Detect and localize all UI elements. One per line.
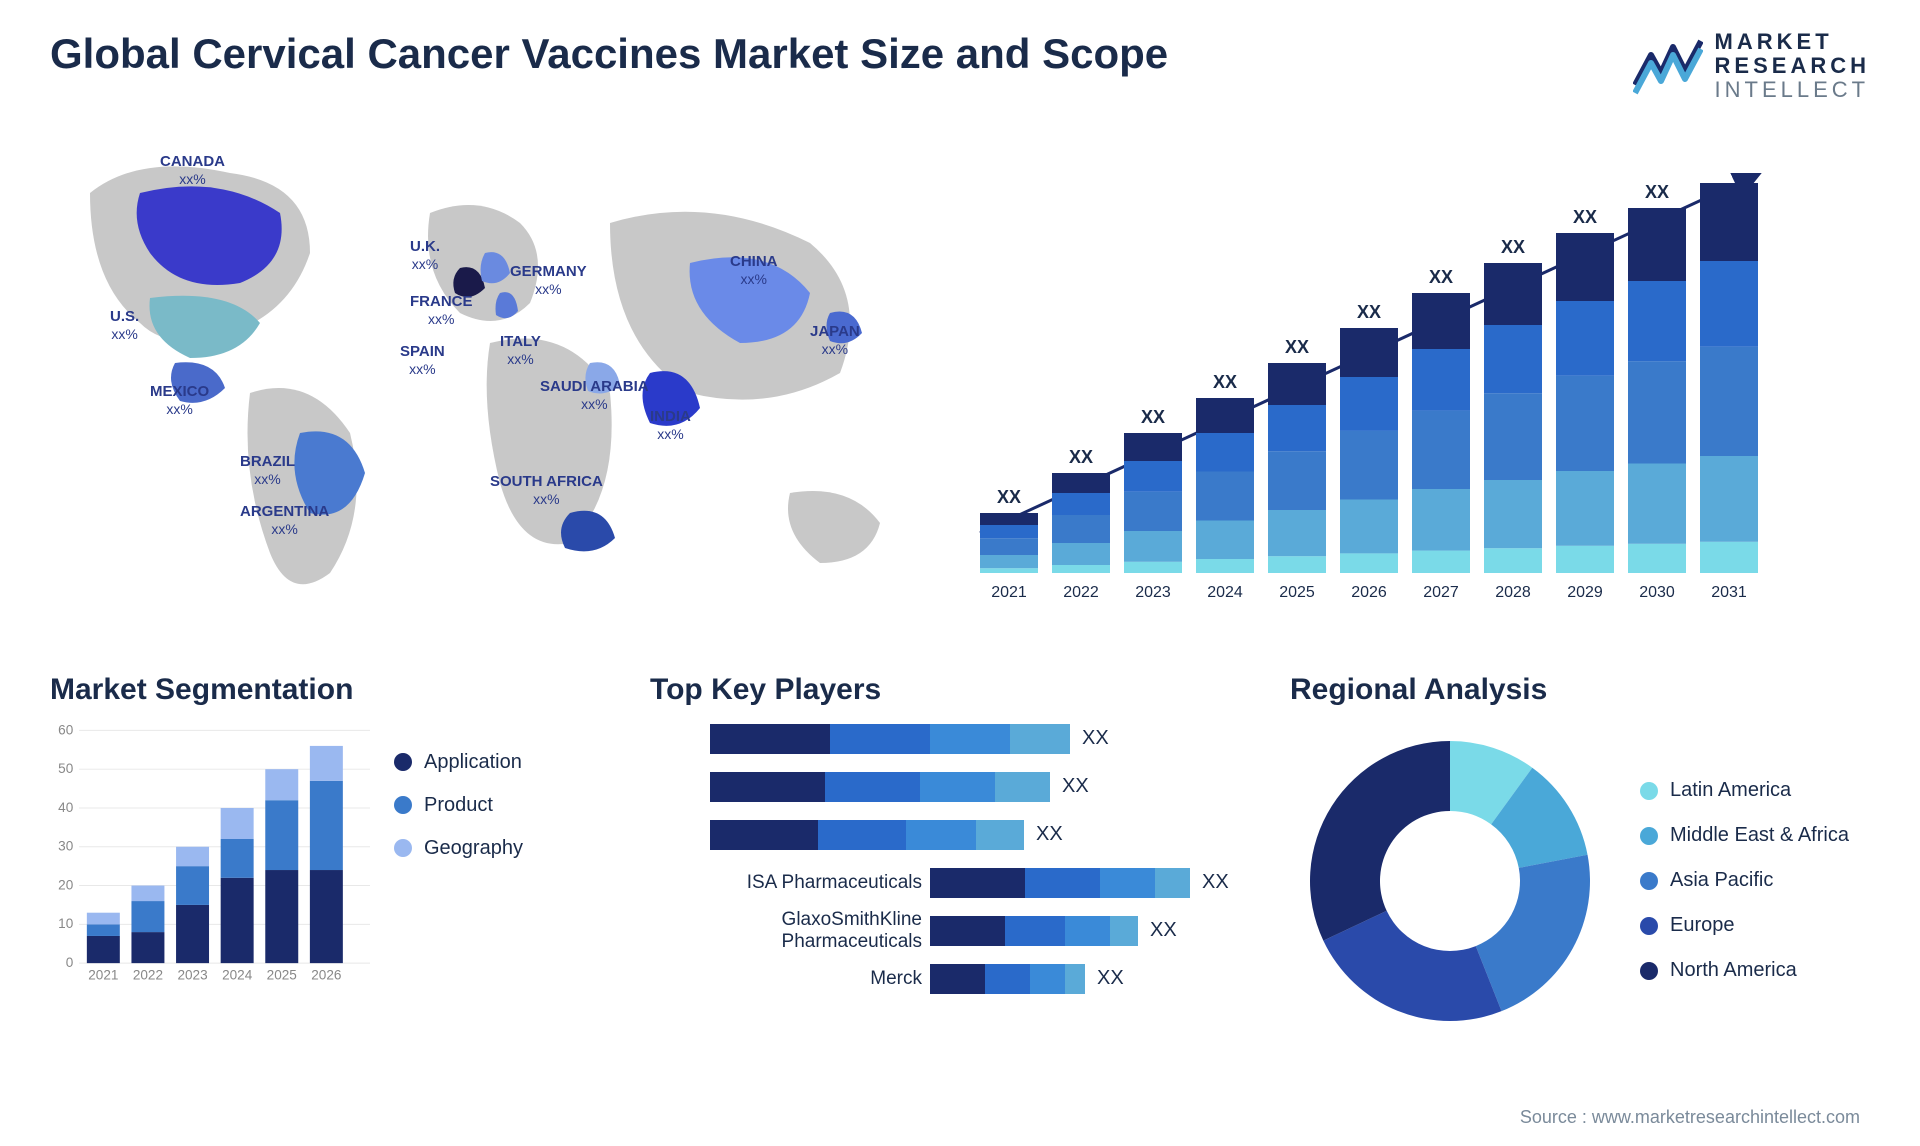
player-value: XX bbox=[1097, 967, 1124, 990]
page-title: Global Cervical Cancer Vaccines Market S… bbox=[50, 30, 1168, 78]
regional-donut-chart bbox=[1290, 721, 1610, 1041]
legend-item: North America bbox=[1640, 959, 1849, 982]
segmentation-panel: Market Segmentation 0 10 20 30 40 50 60 2021 202… bbox=[50, 673, 610, 1041]
player-row: Merck XX bbox=[650, 961, 1250, 997]
legend-item: Asia Pacific bbox=[1640, 869, 1849, 892]
svg-text:0: 0 bbox=[66, 955, 74, 970]
legend-item: Middle East & Africa bbox=[1640, 824, 1849, 847]
country-label: CHINAxx% bbox=[730, 253, 778, 288]
segmentation-bar-chart: 0 10 20 30 40 50 60 2021 2022 2023 2024 2025 2026 bbox=[50, 721, 370, 1021]
player-row: ISA Pharmaceuticals XX bbox=[650, 865, 1250, 901]
svg-text:XX: XX bbox=[1285, 337, 1309, 357]
player-row: XX bbox=[650, 769, 1250, 805]
country-label: CANADAxx% bbox=[160, 153, 225, 188]
country-label: JAPANxx% bbox=[810, 323, 860, 358]
legend-item: Europe bbox=[1640, 914, 1849, 937]
svg-text:20: 20 bbox=[58, 877, 74, 892]
svg-text:XX: XX bbox=[1645, 182, 1669, 202]
svg-text:60: 60 bbox=[58, 722, 74, 737]
growth-chart-panel: XX 2021 XX 2022 XX 2023 XX 2024 XX 2025 XX 2026 XX 20… bbox=[970, 133, 1870, 633]
country-label: ITALYxx% bbox=[500, 333, 541, 368]
svg-text:XX: XX bbox=[1213, 372, 1237, 392]
logo-text-1: MARKET bbox=[1715, 30, 1870, 54]
legend-item: Application bbox=[394, 751, 523, 774]
player-value: XX bbox=[1036, 823, 1063, 846]
source-attribution: Source : www.marketresearchintellect.com bbox=[1520, 1107, 1860, 1128]
logo-text-3: INTELLECT bbox=[1715, 78, 1870, 102]
svg-text:2030: 2030 bbox=[1639, 584, 1675, 601]
country-label: SAUDI ARABIAxx% bbox=[540, 378, 649, 413]
svg-text:2023: 2023 bbox=[1135, 584, 1171, 601]
world-map-panel: CANADAxx% U.S.xx% MEXICOxx% BRAZILxx% ARGENT… bbox=[50, 133, 930, 633]
svg-text:2024: 2024 bbox=[1207, 584, 1243, 601]
player-label: Merck bbox=[650, 968, 930, 990]
svg-text:XX: XX bbox=[1717, 173, 1741, 177]
player-label: ISA Pharmaceuticals bbox=[650, 872, 930, 894]
svg-text:2021: 2021 bbox=[88, 967, 118, 982]
player-value: XX bbox=[1150, 919, 1177, 942]
legend-item: Latin America bbox=[1640, 779, 1849, 802]
player-row: XX bbox=[650, 721, 1250, 757]
player-row: GlaxoSmithKline PharmaceuticalsXX bbox=[650, 913, 1250, 949]
player-value: XX bbox=[1202, 871, 1229, 894]
player-label: GlaxoSmithKline Pharmaceuticals bbox=[650, 909, 930, 953]
svg-text:2022: 2022 bbox=[1063, 584, 1099, 601]
segmentation-title: Market Segmentation bbox=[50, 673, 610, 707]
svg-text:XX: XX bbox=[1069, 447, 1093, 467]
country-label: SOUTH AFRICAxx% bbox=[490, 473, 603, 508]
svg-text:XX: XX bbox=[1357, 302, 1381, 322]
svg-text:2026: 2026 bbox=[1351, 584, 1387, 601]
brand-logo: MARKET RESEARCH INTELLECT bbox=[1633, 30, 1870, 103]
svg-text:XX: XX bbox=[1501, 237, 1525, 257]
segmentation-legend: Application Product Geography bbox=[394, 721, 523, 1021]
country-label: U.S.xx% bbox=[110, 308, 139, 343]
svg-text:2025: 2025 bbox=[1279, 584, 1315, 601]
country-label: MEXICOxx% bbox=[150, 383, 209, 418]
svg-text:2022: 2022 bbox=[133, 967, 163, 982]
logo-text-2: RESEARCH bbox=[1715, 54, 1870, 78]
svg-text:10: 10 bbox=[58, 916, 74, 931]
svg-text:2028: 2028 bbox=[1495, 584, 1531, 601]
country-label: FRANCExx% bbox=[410, 293, 473, 328]
legend-item: Geography bbox=[394, 837, 523, 860]
svg-text:XX: XX bbox=[1573, 207, 1597, 227]
players-panel: Top Key Players XXXXXXISA Pharmaceutical… bbox=[650, 673, 1250, 1041]
players-title: Top Key Players bbox=[650, 673, 1250, 707]
country-label: ARGENTINAxx% bbox=[240, 503, 329, 538]
country-label: GERMANYxx% bbox=[510, 263, 587, 298]
svg-text:40: 40 bbox=[58, 799, 74, 814]
legend-item: Product bbox=[394, 794, 523, 817]
player-value: XX bbox=[1062, 775, 1089, 798]
svg-text:50: 50 bbox=[58, 761, 74, 776]
growth-bar-chart: XX 2021 XX 2022 XX 2023 XX 2024 XX 2025 XX 2026 XX 20… bbox=[970, 173, 1790, 633]
country-label: U.K.xx% bbox=[410, 238, 440, 273]
player-value: XX bbox=[1082, 727, 1109, 750]
svg-text:XX: XX bbox=[1429, 267, 1453, 287]
regional-title: Regional Analysis bbox=[1290, 673, 1870, 707]
svg-text:2021: 2021 bbox=[991, 584, 1027, 601]
country-label: INDIAxx% bbox=[650, 408, 691, 443]
svg-text:2031: 2031 bbox=[1711, 584, 1747, 601]
regional-legend: Latin America Middle East & Africa Asia Pa… bbox=[1640, 779, 1849, 982]
svg-text:2026: 2026 bbox=[311, 967, 341, 982]
svg-text:30: 30 bbox=[58, 838, 74, 853]
svg-text:2025: 2025 bbox=[267, 967, 297, 982]
svg-text:2023: 2023 bbox=[177, 967, 207, 982]
regional-panel: Regional Analysis Latin America Middle Ea… bbox=[1290, 673, 1870, 1041]
svg-text:XX: XX bbox=[997, 487, 1021, 507]
player-row: XX bbox=[650, 817, 1250, 853]
country-label: BRAZILxx% bbox=[240, 453, 295, 488]
players-bar-chart: XXXXXXISA PharmaceuticalsXXGlaxoSmithKli… bbox=[650, 721, 1250, 1041]
logo-icon bbox=[1633, 35, 1703, 97]
country-label: SPAINxx% bbox=[400, 343, 445, 378]
svg-text:2024: 2024 bbox=[222, 967, 253, 982]
svg-text:XX: XX bbox=[1141, 407, 1165, 427]
svg-text:2029: 2029 bbox=[1567, 584, 1603, 601]
svg-text:2027: 2027 bbox=[1423, 584, 1459, 601]
